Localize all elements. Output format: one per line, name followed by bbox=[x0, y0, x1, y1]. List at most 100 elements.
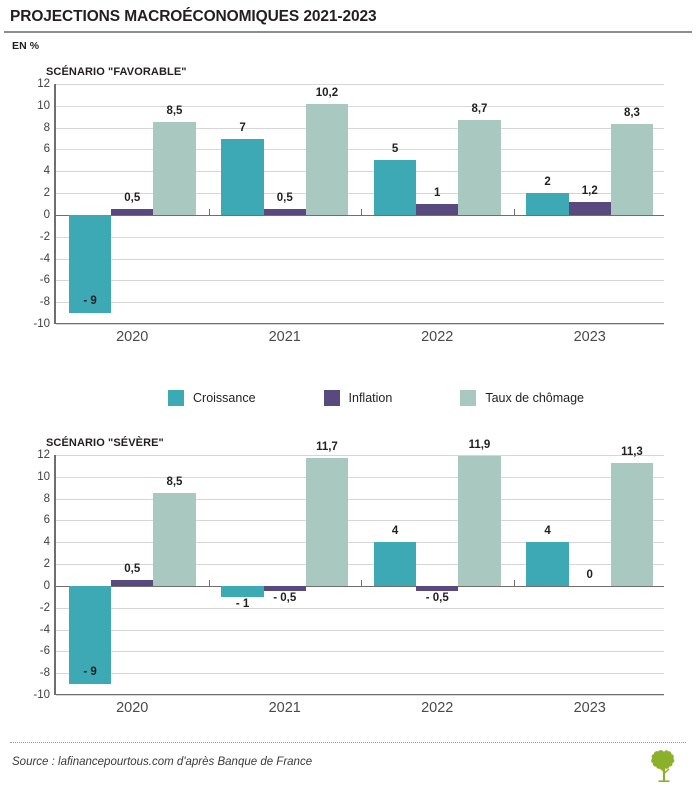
bar bbox=[68, 214, 112, 314]
gridline bbox=[56, 542, 664, 544]
gridline bbox=[56, 651, 664, 653]
y-axis-tick-label: 2 bbox=[43, 187, 50, 200]
page-footer: Source : lafinancepourtous.com d'après B… bbox=[0, 742, 696, 792]
bar bbox=[610, 124, 654, 215]
bar bbox=[263, 585, 306, 592]
legend-item-inflation: Inflation bbox=[323, 390, 393, 406]
bar bbox=[221, 138, 264, 215]
legend-swatch-chomage bbox=[460, 390, 477, 406]
bar-value-label: 4 bbox=[391, 525, 399, 538]
gridline bbox=[56, 476, 664, 478]
bar bbox=[526, 193, 569, 215]
gridline bbox=[56, 673, 664, 675]
bar bbox=[526, 542, 569, 586]
y-axis-tick-label: 6 bbox=[43, 143, 50, 156]
bar bbox=[458, 456, 501, 586]
bar-value-label: 8,5 bbox=[166, 476, 183, 489]
bar bbox=[373, 542, 417, 586]
chart-panel-severe: SCÉNARIO "SÉVÈRE" 12 10 8 6 4 2 0 -2 -4 -6 -8 -10 -… bbox=[0, 437, 696, 716]
bar-value-label: 1,2 bbox=[581, 184, 598, 197]
bar-value-label: 1 bbox=[434, 187, 441, 199]
bar bbox=[111, 580, 154, 586]
unit-label: EN % bbox=[12, 40, 40, 52]
legend-label: Inflation bbox=[348, 391, 393, 405]
legend-label: Taux de chômage bbox=[485, 391, 584, 405]
y-axis-tick-label: 10 bbox=[37, 99, 50, 112]
y-axis-tick-label: -4 bbox=[39, 252, 50, 265]
gridline bbox=[56, 280, 664, 282]
gridline bbox=[56, 127, 664, 129]
bar-value-label: 11,9 bbox=[468, 439, 491, 452]
y-axis-tick-label: -2 bbox=[39, 601, 50, 614]
axis-tick bbox=[513, 579, 515, 586]
gridline bbox=[56, 149, 664, 151]
gridline bbox=[56, 520, 664, 522]
y-axis-tick-label: -6 bbox=[39, 645, 50, 658]
bar-value-label: 0,5 bbox=[124, 192, 141, 205]
bar-value-label: - 9 bbox=[83, 295, 97, 308]
bar-value-label: 10,2 bbox=[315, 86, 339, 99]
y-axis-tick-label: 4 bbox=[43, 536, 50, 549]
gridline bbox=[56, 455, 664, 456]
bar-value-label: - 9 bbox=[83, 666, 97, 679]
gridline bbox=[56, 629, 664, 631]
bar-value-label: 2 bbox=[544, 176, 551, 189]
legend-item-croissance: Croissance bbox=[168, 390, 256, 406]
gridline bbox=[56, 193, 664, 195]
bar bbox=[373, 160, 417, 215]
y-axis-tick-label: -8 bbox=[39, 296, 50, 309]
y-axis-tick-label: -2 bbox=[39, 230, 50, 243]
y-axis-tick-label: 8 bbox=[43, 492, 50, 505]
y-axis-tick-label: 6 bbox=[43, 514, 50, 527]
y-axis-tick-label: 12 bbox=[37, 78, 50, 90]
y-axis-tick-label: -6 bbox=[39, 274, 50, 287]
bar-value-label: 8,5 bbox=[166, 105, 183, 118]
gridline bbox=[56, 258, 664, 260]
axis-tick bbox=[361, 208, 362, 215]
bar bbox=[111, 209, 154, 215]
bar bbox=[153, 122, 196, 215]
gridline bbox=[56, 695, 664, 696]
title-divider bbox=[4, 31, 692, 33]
bar-value-label: 8,3 bbox=[623, 107, 640, 120]
bar-value-label: 0,5 bbox=[276, 192, 293, 205]
gridline bbox=[56, 498, 664, 500]
bar-value-label: - 0,5 bbox=[425, 592, 449, 605]
plot-canvas-favorable: - 9 0,5 8,5 2020 7 0,5 10,2 2021 5 1 8,7 2022 2 1,2 8,… bbox=[54, 84, 664, 345]
y-axis-tick-label: -10 bbox=[33, 689, 50, 701]
gridline bbox=[56, 105, 664, 107]
bar bbox=[568, 201, 611, 215]
gridline bbox=[56, 302, 664, 304]
bar-value-label: 11,3 bbox=[621, 445, 643, 458]
bar bbox=[416, 585, 459, 592]
bar bbox=[305, 103, 349, 215]
gridline bbox=[56, 171, 664, 173]
bar bbox=[305, 458, 349, 586]
chart-panel-favorable: SCÉNARIO "FAVORABLE" 12 10 8 6 4 2 0 -2 -4 -6 -8 -1… bbox=[0, 66, 696, 345]
source-text: Source : lafinancepourtous.com d'après B… bbox=[12, 756, 313, 768]
footer-divider bbox=[10, 742, 686, 743]
zero-baseline bbox=[56, 585, 664, 588]
bar bbox=[263, 209, 306, 215]
plot-area-severe: 12 10 8 6 4 2 0 -2 -4 -6 -8 -10 - 9 0,5 8,5 2020 - 1 - 0… bbox=[24, 439, 664, 716]
x-axis-label: 2022 bbox=[421, 329, 454, 345]
bar bbox=[153, 493, 196, 586]
bar-value-label: - 0,5 bbox=[273, 592, 297, 605]
y-axis-tick-label: 0 bbox=[43, 579, 50, 592]
axis-tick bbox=[513, 208, 515, 215]
y-axis-tick-label: 2 bbox=[43, 558, 50, 571]
bar-value-label: 0 bbox=[586, 568, 593, 581]
chart-title-severe: SCÉNARIO "SÉVÈRE" bbox=[46, 437, 164, 449]
x-axis-label: 2023 bbox=[573, 700, 606, 716]
gridline bbox=[56, 84, 664, 85]
gridline bbox=[56, 236, 664, 238]
bar bbox=[68, 585, 112, 685]
bar-value-label: 11,7 bbox=[316, 441, 338, 454]
gridline bbox=[56, 324, 664, 325]
tree-logo bbox=[644, 746, 684, 786]
plot-area-favorable: 12 10 8 6 4 2 0 -2 -4 -6 -8 -10 - 9 0,5 8,5 2020 7 0,5 10… bbox=[24, 78, 664, 345]
gridline bbox=[56, 607, 664, 609]
plot-canvas-severe: - 9 0,5 8,5 2020 - 1 - 0,5 11,7 2021 4 - 0,5 11,9 2… bbox=[54, 439, 664, 716]
bar-value-label: 5 bbox=[391, 143, 399, 156]
bar-value-label: 4 bbox=[544, 525, 551, 538]
